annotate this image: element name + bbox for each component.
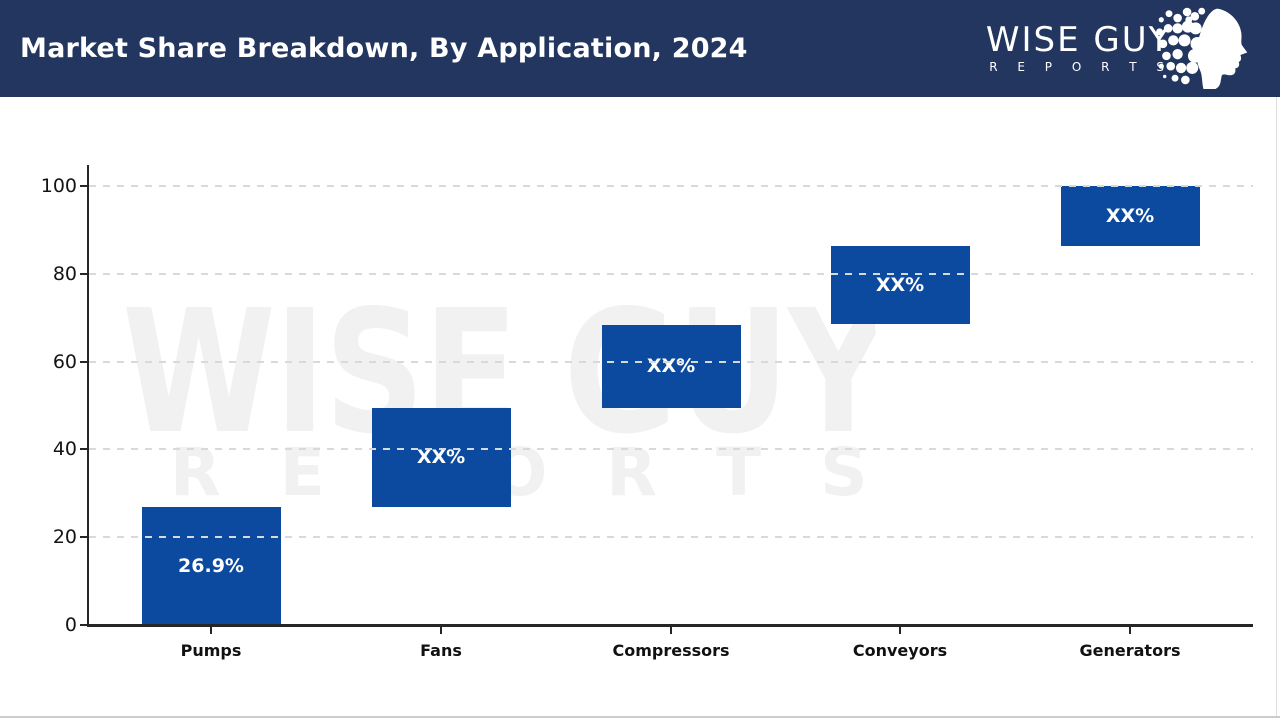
y-tick-label-80: 80 <box>52 262 77 285</box>
y-tick-20 <box>80 536 88 539</box>
bottom-divider <box>0 716 1280 718</box>
x-tick-fans <box>440 627 442 634</box>
logo-reports-label: R E P O R T S <box>989 60 1172 74</box>
bar-value-label: XX% <box>875 273 925 296</box>
gridline-20 <box>89 536 1253 539</box>
y-tick-40 <box>80 448 88 451</box>
wise-guy-face-icon <box>1156 7 1248 89</box>
x-tick-pumps <box>210 627 212 634</box>
bar-value-label: XX% <box>416 446 466 469</box>
x-tick-generators <box>1129 627 1131 634</box>
y-tick-60 <box>80 360 88 363</box>
x-tick-compressors <box>670 627 672 634</box>
bar-pumps: 26.9% <box>141 506 281 625</box>
header-bar: Market Share Breakdown, By Application, … <box>0 0 1280 97</box>
watermark-reports: R E P O R T S <box>170 434 886 511</box>
bar-value-label: 26.9% <box>178 554 244 577</box>
gridline-80 <box>89 272 1253 275</box>
gridline-100 <box>89 185 1253 187</box>
y-tick-label-100: 100 <box>40 175 77 197</box>
logo-wordmark: WISE GUY <box>985 20 1172 60</box>
bar-compressors: XX% <box>601 324 741 408</box>
gridline-40 <box>89 448 1253 451</box>
y-tick-label-40: 40 <box>52 438 77 461</box>
y-tick-100 <box>80 185 88 187</box>
x-tick-label-compressors: Compressors <box>612 641 730 660</box>
y-tick-label-0: 0 <box>64 614 77 636</box>
page-title: Market Share Breakdown, By Application, … <box>20 33 748 64</box>
bar-value-label: XX% <box>1105 204 1155 227</box>
x-tick-label-pumps: Pumps <box>180 641 242 660</box>
wise-guy-reports-logo: WISE GUY R E P O R T S <box>985 6 1266 92</box>
bar-value-label: XX% <box>646 355 696 378</box>
x-axis-spine <box>87 624 1253 627</box>
y-axis-spine <box>87 165 89 627</box>
y-tick-label-20: 20 <box>52 526 77 549</box>
right-divider <box>1276 97 1277 716</box>
y-tick-label-60: 60 <box>52 350 77 373</box>
y-tick-0 <box>80 624 88 626</box>
logo-text: WISE GUY R E P O R T S <box>985 23 1172 74</box>
x-tick-label-generators: Generators <box>1079 641 1181 660</box>
bar-conveyors: XX% <box>830 245 970 325</box>
bar-fans: XX% <box>371 407 511 507</box>
x-tick-label-conveyors: Conveyors <box>852 641 948 660</box>
x-tick-label-fans: Fans <box>420 641 462 660</box>
bar-generators: XX% <box>1060 186 1200 246</box>
y-tick-80 <box>80 272 88 275</box>
x-tick-conveyors <box>899 627 901 634</box>
gridline-60 <box>89 360 1253 363</box>
